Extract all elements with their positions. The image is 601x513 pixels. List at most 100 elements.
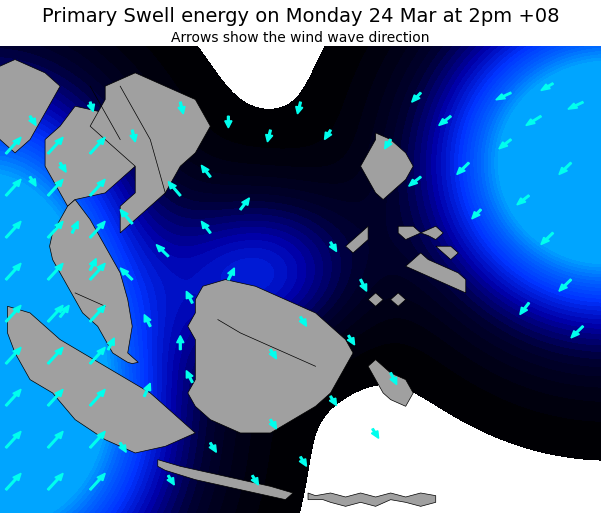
- FancyArrow shape: [90, 259, 96, 270]
- FancyArrow shape: [360, 279, 367, 291]
- FancyArrow shape: [90, 347, 105, 364]
- FancyArrow shape: [59, 163, 66, 172]
- FancyArrow shape: [228, 268, 234, 280]
- FancyArrow shape: [90, 431, 105, 448]
- Polygon shape: [7, 306, 195, 453]
- FancyArrow shape: [568, 102, 584, 109]
- FancyArrow shape: [240, 198, 249, 210]
- FancyArrow shape: [108, 338, 114, 350]
- FancyArrow shape: [178, 102, 185, 114]
- FancyArrow shape: [59, 305, 69, 318]
- FancyArrow shape: [390, 372, 397, 385]
- FancyArrow shape: [5, 389, 21, 406]
- FancyArrow shape: [439, 116, 451, 126]
- FancyArrow shape: [47, 179, 63, 196]
- Polygon shape: [398, 226, 421, 240]
- FancyArrow shape: [409, 176, 421, 186]
- FancyArrow shape: [90, 263, 105, 280]
- Polygon shape: [346, 226, 368, 253]
- Text: Primary Swell energy on Monday 24 Mar at 2pm +08: Primary Swell energy on Monday 24 Mar at…: [41, 7, 560, 26]
- FancyArrow shape: [90, 305, 105, 322]
- Polygon shape: [45, 106, 150, 206]
- FancyArrow shape: [541, 232, 554, 245]
- Polygon shape: [421, 226, 444, 240]
- Polygon shape: [0, 60, 60, 153]
- FancyArrow shape: [47, 305, 63, 322]
- FancyArrow shape: [299, 317, 307, 326]
- FancyArrow shape: [201, 221, 211, 233]
- FancyArrow shape: [571, 326, 584, 338]
- FancyArrow shape: [520, 303, 529, 314]
- FancyArrow shape: [347, 336, 355, 345]
- FancyArrow shape: [5, 179, 21, 196]
- FancyArrow shape: [47, 389, 63, 406]
- FancyArrow shape: [47, 263, 63, 280]
- FancyArrow shape: [186, 370, 193, 383]
- Polygon shape: [368, 360, 413, 406]
- FancyArrow shape: [90, 221, 105, 238]
- FancyArrow shape: [299, 457, 307, 466]
- Polygon shape: [49, 200, 138, 364]
- Polygon shape: [406, 253, 466, 293]
- FancyArrow shape: [5, 137, 21, 154]
- FancyArrow shape: [144, 314, 151, 327]
- FancyArrow shape: [329, 242, 337, 251]
- FancyArrow shape: [412, 92, 421, 102]
- FancyArrow shape: [90, 179, 105, 196]
- Polygon shape: [361, 133, 413, 200]
- FancyArrow shape: [5, 431, 21, 448]
- FancyArrow shape: [472, 209, 481, 219]
- FancyArrow shape: [371, 429, 379, 438]
- FancyArrow shape: [168, 182, 181, 196]
- FancyArrow shape: [251, 476, 258, 485]
- FancyArrow shape: [47, 221, 63, 238]
- FancyArrow shape: [119, 443, 126, 452]
- FancyArrow shape: [29, 116, 36, 126]
- FancyArrow shape: [526, 115, 542, 126]
- FancyArrow shape: [72, 221, 78, 233]
- FancyArrow shape: [90, 473, 105, 490]
- FancyArrow shape: [29, 176, 36, 186]
- FancyArrow shape: [88, 102, 94, 111]
- Polygon shape: [188, 280, 353, 433]
- FancyArrow shape: [517, 195, 529, 205]
- Polygon shape: [391, 293, 406, 306]
- FancyArrow shape: [209, 443, 216, 452]
- FancyArrow shape: [5, 221, 21, 238]
- Polygon shape: [90, 73, 210, 233]
- FancyArrow shape: [167, 476, 174, 485]
- FancyArrow shape: [47, 431, 63, 448]
- FancyArrow shape: [225, 116, 232, 128]
- FancyArrow shape: [47, 347, 63, 364]
- FancyArrow shape: [559, 163, 572, 174]
- FancyArrow shape: [90, 389, 105, 406]
- FancyArrow shape: [457, 163, 469, 174]
- FancyArrow shape: [130, 130, 137, 142]
- FancyArrow shape: [5, 473, 21, 490]
- FancyArrow shape: [325, 130, 332, 140]
- FancyArrow shape: [5, 347, 21, 364]
- Polygon shape: [308, 493, 436, 506]
- FancyArrow shape: [47, 137, 63, 154]
- Polygon shape: [157, 460, 293, 500]
- Polygon shape: [368, 293, 383, 306]
- FancyArrow shape: [120, 209, 133, 224]
- FancyArrow shape: [269, 419, 276, 429]
- FancyArrow shape: [5, 305, 21, 322]
- FancyArrow shape: [496, 92, 511, 100]
- FancyArrow shape: [499, 139, 511, 149]
- FancyArrow shape: [156, 245, 169, 256]
- Polygon shape: [436, 246, 458, 260]
- FancyArrow shape: [47, 473, 63, 490]
- FancyArrow shape: [266, 130, 273, 142]
- FancyArrow shape: [559, 279, 572, 291]
- FancyArrow shape: [5, 263, 21, 280]
- FancyArrow shape: [177, 336, 184, 350]
- FancyArrow shape: [329, 396, 337, 406]
- FancyArrow shape: [186, 291, 193, 303]
- FancyArrow shape: [144, 383, 151, 397]
- FancyArrow shape: [201, 165, 211, 177]
- FancyArrow shape: [120, 268, 133, 280]
- FancyArrow shape: [385, 139, 392, 149]
- Text: Arrows show the wind wave direction: Arrows show the wind wave direction: [171, 31, 430, 45]
